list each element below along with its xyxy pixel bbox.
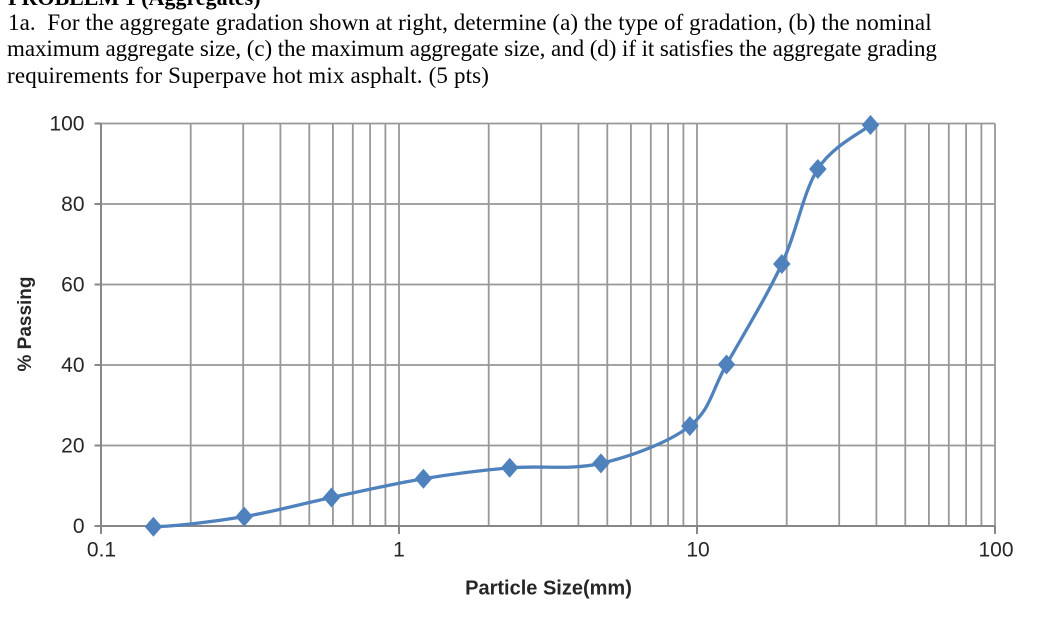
svg-text:10: 10 [686, 539, 709, 562]
svg-text:0.1: 0.1 [87, 539, 116, 562]
svg-text:60: 60 [61, 274, 84, 297]
svg-text:100: 100 [49, 113, 84, 136]
svg-text:Particle Size(mm): Particle Size(mm) [465, 578, 632, 600]
svg-text:100: 100 [978, 539, 1013, 562]
svg-text:1: 1 [393, 539, 405, 562]
svg-text:40: 40 [61, 354, 84, 377]
svg-text:% Passing: % Passing [15, 276, 36, 371]
svg-text:80: 80 [61, 193, 84, 216]
svg-text:20: 20 [61, 435, 84, 458]
svg-text:0: 0 [73, 515, 85, 538]
